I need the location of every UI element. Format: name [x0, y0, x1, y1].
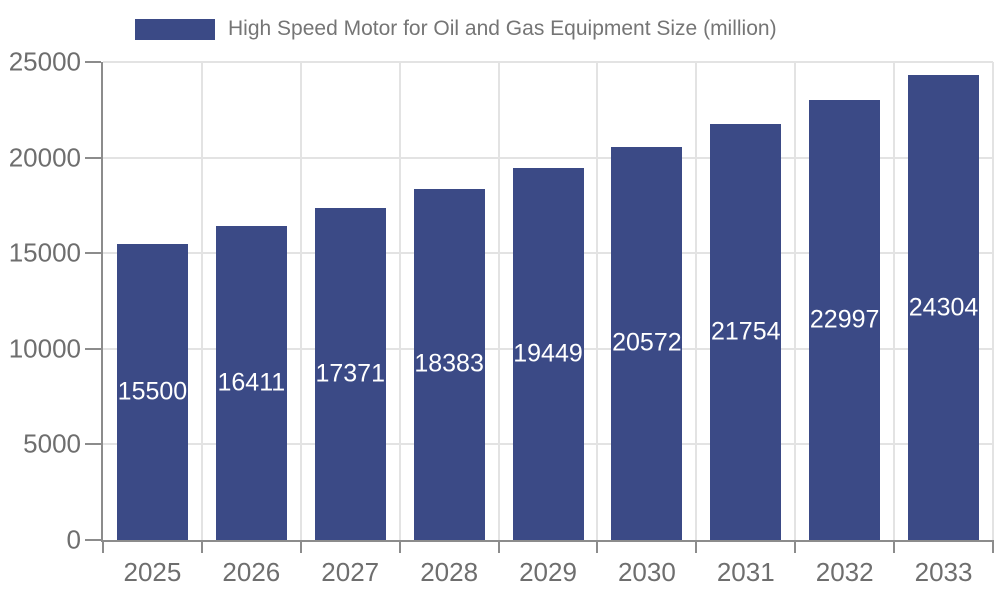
vertical-gridline [794, 62, 797, 540]
y-tick-label: 5000 [23, 428, 81, 459]
y-axis-tick [85, 156, 101, 159]
x-tick-label: 2032 [815, 557, 874, 587]
x-axis-tick [200, 540, 203, 553]
x-tick-label: 2029 [519, 557, 577, 587]
bar: 20572 [611, 146, 683, 540]
bar-value-label: 24304 [908, 293, 979, 322]
x-axis-tick [102, 540, 104, 553]
legend-swatch [135, 18, 215, 40]
vertical-gridline [992, 62, 994, 540]
x-axis-tick [398, 540, 401, 553]
bar-value-label: 19449 [513, 339, 583, 368]
bar-value-label: 15500 [117, 377, 188, 406]
x-axis-line [101, 540, 993, 542]
vertical-gridline [299, 62, 302, 540]
bar-value-label: 17371 [315, 359, 385, 388]
vertical-gridline [497, 62, 500, 540]
y-axis-tick [85, 61, 101, 63]
bar-value-label: 16411 [217, 368, 286, 397]
plot-area: 15500 16411 17371 18383 19449 20572 21754 22997… [9, 47, 994, 587]
x-axis-tick [893, 540, 896, 553]
bar: 15500 [116, 243, 188, 540]
x-axis-tick [794, 540, 797, 553]
x-tick-label: 2031 [716, 557, 775, 587]
bar: 18383 [413, 188, 485, 540]
bar-value-label: 21754 [711, 317, 781, 346]
x-tick-label: 2028 [420, 557, 479, 587]
bar: 24304 [908, 75, 980, 540]
vertical-gridline [596, 62, 599, 540]
y-tick-label: 15000 [8, 237, 81, 268]
bar: 19449 [512, 168, 584, 540]
x-tick-label: 2027 [321, 557, 380, 587]
y-axis-tick [85, 347, 101, 350]
vertical-gridline [200, 62, 203, 540]
y-axis-line [101, 62, 103, 540]
vertical-gridline [398, 62, 401, 540]
bar-value-label: 18383 [414, 349, 484, 378]
x-tick-label: 2033 [914, 557, 973, 587]
x-tick-label: 2026 [222, 557, 281, 587]
x-axis-tick [992, 540, 994, 553]
legend: High Speed Motor for Oil and Gas Equipme… [135, 17, 777, 41]
y-tick-label: 25000 [8, 46, 81, 77]
y-axis-tick [85, 443, 101, 446]
vertical-gridline [695, 62, 698, 540]
x-axis-tick [695, 540, 698, 553]
x-axis-tick [299, 540, 302, 553]
x-axis-tick [497, 540, 500, 553]
y-tick-label: 0 [66, 524, 81, 555]
bar: 17371 [314, 207, 386, 540]
y-tick-label: 20000 [8, 142, 81, 173]
horizontal-gridline [103, 156, 993, 159]
vertical-gridline [893, 62, 896, 540]
y-axis-tick [85, 539, 101, 541]
y-axis-tick [85, 252, 101, 255]
bar: 16411 [215, 226, 287, 540]
y-tick-label: 10000 [8, 333, 81, 364]
x-tick-label: 2030 [617, 557, 676, 587]
bar-value-label: 20572 [612, 328, 682, 357]
bar: 21754 [710, 124, 782, 540]
x-axis-tick [596, 540, 599, 553]
legend-label: High Speed Motor for Oil and Gas Equipme… [228, 17, 777, 40]
horizontal-gridline [103, 61, 993, 63]
bar-value-label: 22997 [809, 305, 880, 334]
x-tick-label: 2025 [123, 557, 182, 587]
bar: 22997 [809, 100, 881, 540]
